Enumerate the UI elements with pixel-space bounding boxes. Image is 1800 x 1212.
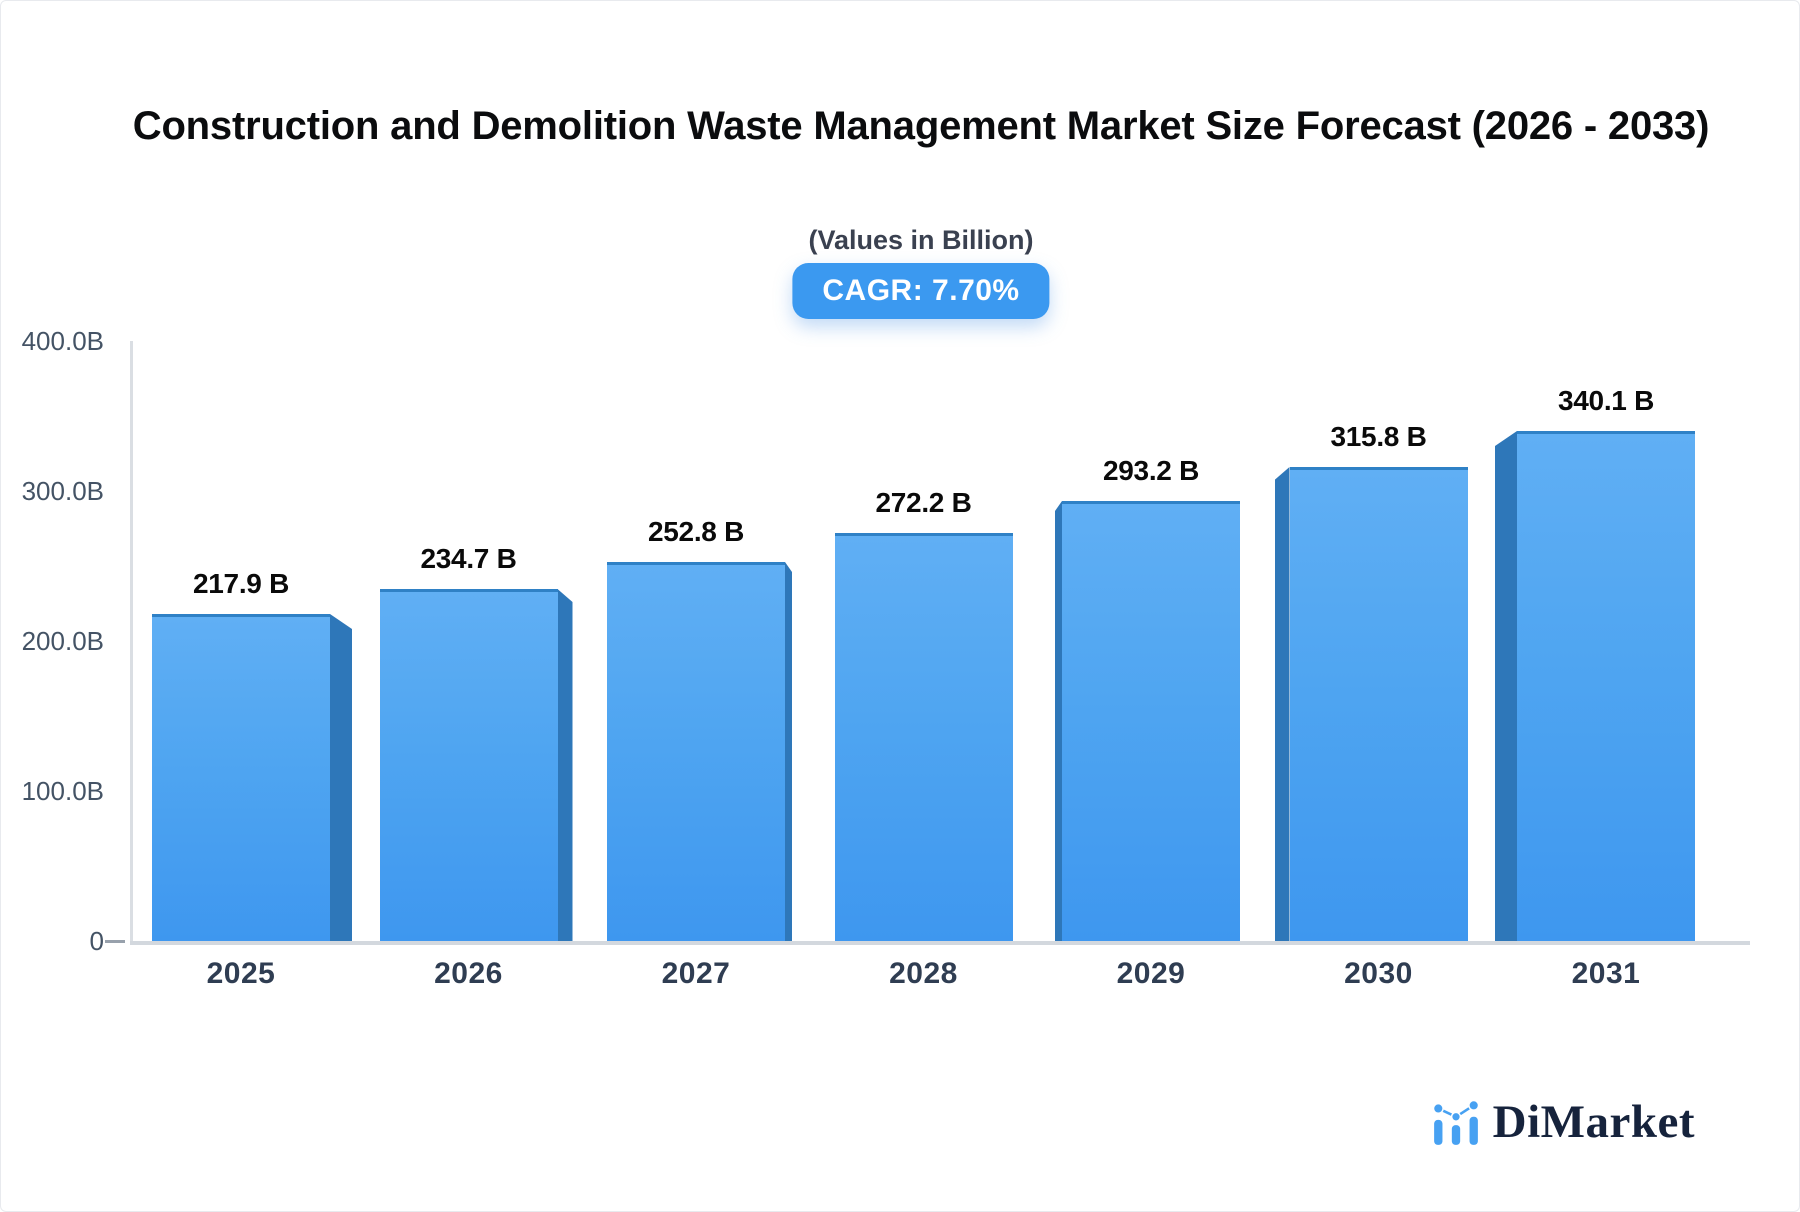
x-axis-label: 2029 xyxy=(1116,957,1186,990)
y-tick-label: 0 xyxy=(89,926,104,956)
logo-text: DiMarket xyxy=(1492,1096,1695,1148)
bar-2026[interactable] xyxy=(379,589,558,941)
bar-side-face xyxy=(1055,501,1062,941)
bar-value-label: 252.8 B xyxy=(648,516,744,547)
x-axis-label: 2030 xyxy=(1344,957,1413,990)
y-tick-label: 300.0B xyxy=(21,476,104,506)
bar-side-face xyxy=(785,562,792,941)
bar-2029[interactable] xyxy=(1062,501,1240,941)
cagr-badge: CAGR: 7.70% xyxy=(792,263,1050,319)
x-axis-label: 2027 xyxy=(661,957,731,990)
bar-line-chart-icon xyxy=(1432,1099,1479,1145)
bar-side-face xyxy=(557,589,573,941)
bar-2028[interactable] xyxy=(834,533,1013,941)
bar-side-face xyxy=(1274,467,1290,941)
zero-tick-mark xyxy=(105,940,125,943)
y-tick-label: 400.0B xyxy=(21,326,104,356)
bar-2027[interactable] xyxy=(607,562,785,941)
x-axis-baseline xyxy=(130,941,1750,945)
bar-2031[interactable] xyxy=(1517,431,1695,941)
bar-2030[interactable] xyxy=(1289,467,1468,941)
x-axis-label: 2028 xyxy=(889,957,958,990)
bar-value-label: 315.8 B xyxy=(1330,421,1427,452)
y-tick-label: 200.0B xyxy=(21,626,104,656)
bar-side-face xyxy=(1495,431,1517,941)
bar-value-label: 340.1 B xyxy=(1558,385,1654,416)
y-axis-line xyxy=(130,341,133,945)
bar-value-label: 272.2 B xyxy=(875,487,972,518)
chart-subtitle: (Values in Billion) xyxy=(808,225,1034,255)
bar-value-label: 217.9 B xyxy=(193,568,289,599)
x-axis-label: 2031 xyxy=(1571,957,1641,990)
chart-title: Construction and Demolition Waste Manage… xyxy=(132,104,1710,148)
bar-side-face xyxy=(330,614,352,941)
x-axis-label: 2025 xyxy=(206,957,276,990)
bar-value-label: 293.2 B xyxy=(1103,455,1199,486)
x-axis-label: 2026 xyxy=(434,957,503,990)
dimarket-logo: DiMarket xyxy=(1431,1095,1695,1149)
bar-2025[interactable] xyxy=(152,614,330,941)
y-tick-label: 100.0B xyxy=(21,776,104,806)
bar-value-label: 234.7 B xyxy=(420,543,517,574)
